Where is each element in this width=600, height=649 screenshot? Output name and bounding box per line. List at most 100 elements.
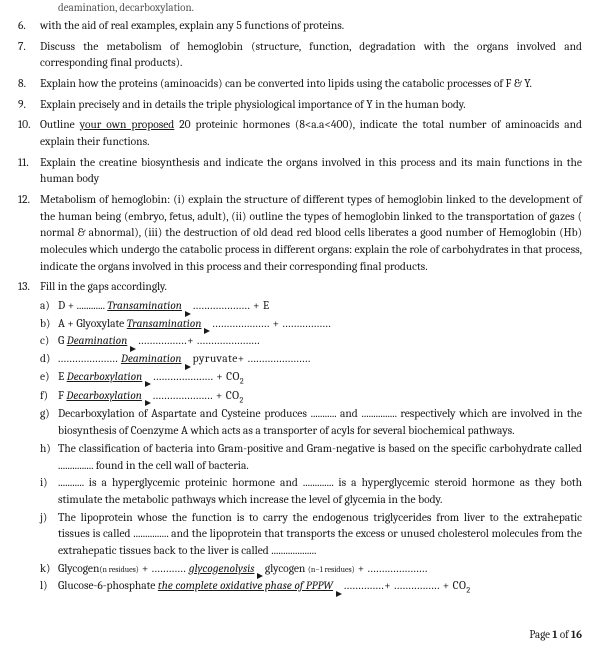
question-number: 6. [18,18,40,35]
sub-label: k) [40,561,58,578]
question-text: Metabolism of hemoglobin: (i) explain th… [40,192,582,275]
subscript: 2 [240,376,244,385]
sub-text: A + Glyoxylate Transamination ..........… [58,316,582,333]
document-page: deamination, decarboxylation. 6. with th… [0,0,600,609]
sub-text: F Decarboxylation ..................... … [58,388,582,406]
question-text: Explain how the proteins (aminoacids) ca… [40,76,582,93]
question-item: 12. Metabolism of hemoglobin: (i) explai… [18,192,582,275]
reaction-arrow: Deamination [67,333,136,350]
sub-label: e) [40,369,58,387]
question-text: Explain precisely and in details the tri… [40,97,582,114]
sub-item: h) The classification of bacteria into G… [40,441,582,474]
question-item: 11. Explain the creatine biosynthesis an… [18,155,582,188]
sub-label: f) [40,388,58,406]
question-item: 7. Discuss the metabolism of hemoglobin … [18,39,582,72]
question-text: Explain the creatine biosynthesis and in… [40,155,582,188]
question-item: 10. Outline your own proposed 20 protein… [18,117,582,150]
sub-label: b) [40,316,58,333]
sub-label: a) [40,298,58,315]
question-number: 13. [18,279,40,597]
sub-label: g) [40,406,58,439]
text-fragment: Outline [40,118,80,131]
reaction-arrow: Transamination [107,298,190,315]
sub-item: e) E Decarboxylation ...................… [40,369,582,387]
subscript: 2 [466,586,470,595]
sub-item: c) G Deamination .................+ ....… [40,333,582,350]
reaction-arrow: glycogenolysis [189,561,262,578]
sub-item: b) A + Glyoxylate Transamination .......… [40,316,582,333]
sub-item: d) ..................... Deamination pyr… [40,351,582,368]
sub-item: a) D + ............ Transamination .....… [40,298,582,315]
sub-text: Glycogen(n residues) + ............ glyc… [58,561,582,578]
subscript-text: (n residues) [99,565,138,574]
gap-pre: D + ............ [58,299,107,312]
question-text: Outline your own proposed 20 proteinic h… [40,117,582,150]
gap-post: .................+ .....................… [135,334,260,347]
gap-pre: A + Glyoxylate [58,317,127,330]
footer-pre: Page [529,628,552,641]
sub-item: f) F Decarboxylation ...................… [40,388,582,406]
reaction-arrow: the complete oxidative phase of PPPW [158,578,341,595]
page-footer: Page 1 of 16 [0,609,600,649]
sub-text: ........... is a hyperglycemic proteinic… [58,475,582,508]
question-item: 9. Explain precisely and in details the … [18,97,582,114]
question-text: Discuss the metabolism of hemoglobin (st… [40,39,582,72]
question-item: 8. Explain how the proteins (aminoacids)… [18,76,582,93]
sub-list: a) D + ............ Transamination .....… [40,298,582,596]
sub-label: h) [40,441,58,474]
gap-post: ..................... + CO [150,370,240,383]
sub-label: l) [40,578,58,596]
gap-post: ..................... + CO [150,389,240,402]
sub-item: j) The lipoprotein whose the function is… [40,510,582,560]
gap-post: + ..................... [355,562,428,575]
question-text: with the aid of real examples, explain a… [40,18,582,35]
sub-text: E Decarboxylation ..................... … [58,369,582,387]
question-number: 10. [18,117,40,150]
question-lead: Fill in the gaps accordingly. [40,280,167,293]
reaction-arrow: Decarboxylation [67,369,151,386]
gap-post: .................... + ................. [209,317,331,330]
sub-label: d) [40,351,58,368]
reaction-arrow: Decarboxylation [66,388,150,405]
footer-mid: of [557,628,571,641]
sub-label: c) [40,333,58,350]
gap-post: pyruvate+ ...................... [190,352,311,365]
question-list: 6. with the aid of real examples, explai… [18,18,582,597]
cutoff-prev-line: deamination, decarboxylation. [18,0,582,18]
sub-item: l) Glucose-6-phosphate the complete oxid… [40,578,582,596]
sub-label: j) [40,510,58,560]
sub-text: Decarboxylation of Aspartate and Cystein… [58,406,582,439]
question-item: 13. Fill in the gaps accordingly. a) D +… [18,279,582,597]
gap-pre: Glycogen [58,562,99,575]
sub-text: G Deamination .................+ .......… [58,333,582,350]
underlined-text: your own proposed [80,118,175,131]
sub-text: D + ............ Transamination ........… [58,298,582,315]
question-item: 6. with the aid of real examples, explai… [18,18,582,35]
sub-item: g) Decarboxylation of Aspartate and Cyst… [40,406,582,439]
question-number: 7. [18,39,40,72]
gap-mid: + ............ [139,562,189,575]
sub-text: ..................... Deamination pyruva… [58,351,582,368]
sub-text: Glucose-6-phosphate the complete oxidati… [58,578,582,596]
gap-mid: glycogen [262,562,307,575]
sub-label: i) [40,475,58,508]
gap-pre: E [58,370,67,383]
sub-item: k) Glycogen(n residues) + ............ g… [40,561,582,578]
gap-post: ..............+ ................ + CO [341,579,466,592]
subscript: 2 [240,395,244,404]
footer-page-total: 16 [571,628,582,641]
subscript-text: (n−1 residues) [308,565,355,574]
question-number: 11. [18,155,40,188]
question-number: 9. [18,97,40,114]
gap-pre: ..................... [58,352,121,365]
gap-pre: G [58,334,67,347]
gap-post: .................... + E [190,299,270,312]
sub-item: i) ........... is a hyperglycemic protei… [40,475,582,508]
question-text: Fill in the gaps accordingly. a) D + ...… [40,279,582,597]
sub-text: The classification of bacteria into Gram… [58,441,582,474]
question-number: 8. [18,76,40,93]
sub-text: The lipoprotein whose the function is to… [58,510,582,560]
reaction-arrow: Deamination [121,351,190,368]
gap-pre: Glucose-6-phosphate [58,579,158,592]
reaction-arrow: Transamination [127,316,210,333]
